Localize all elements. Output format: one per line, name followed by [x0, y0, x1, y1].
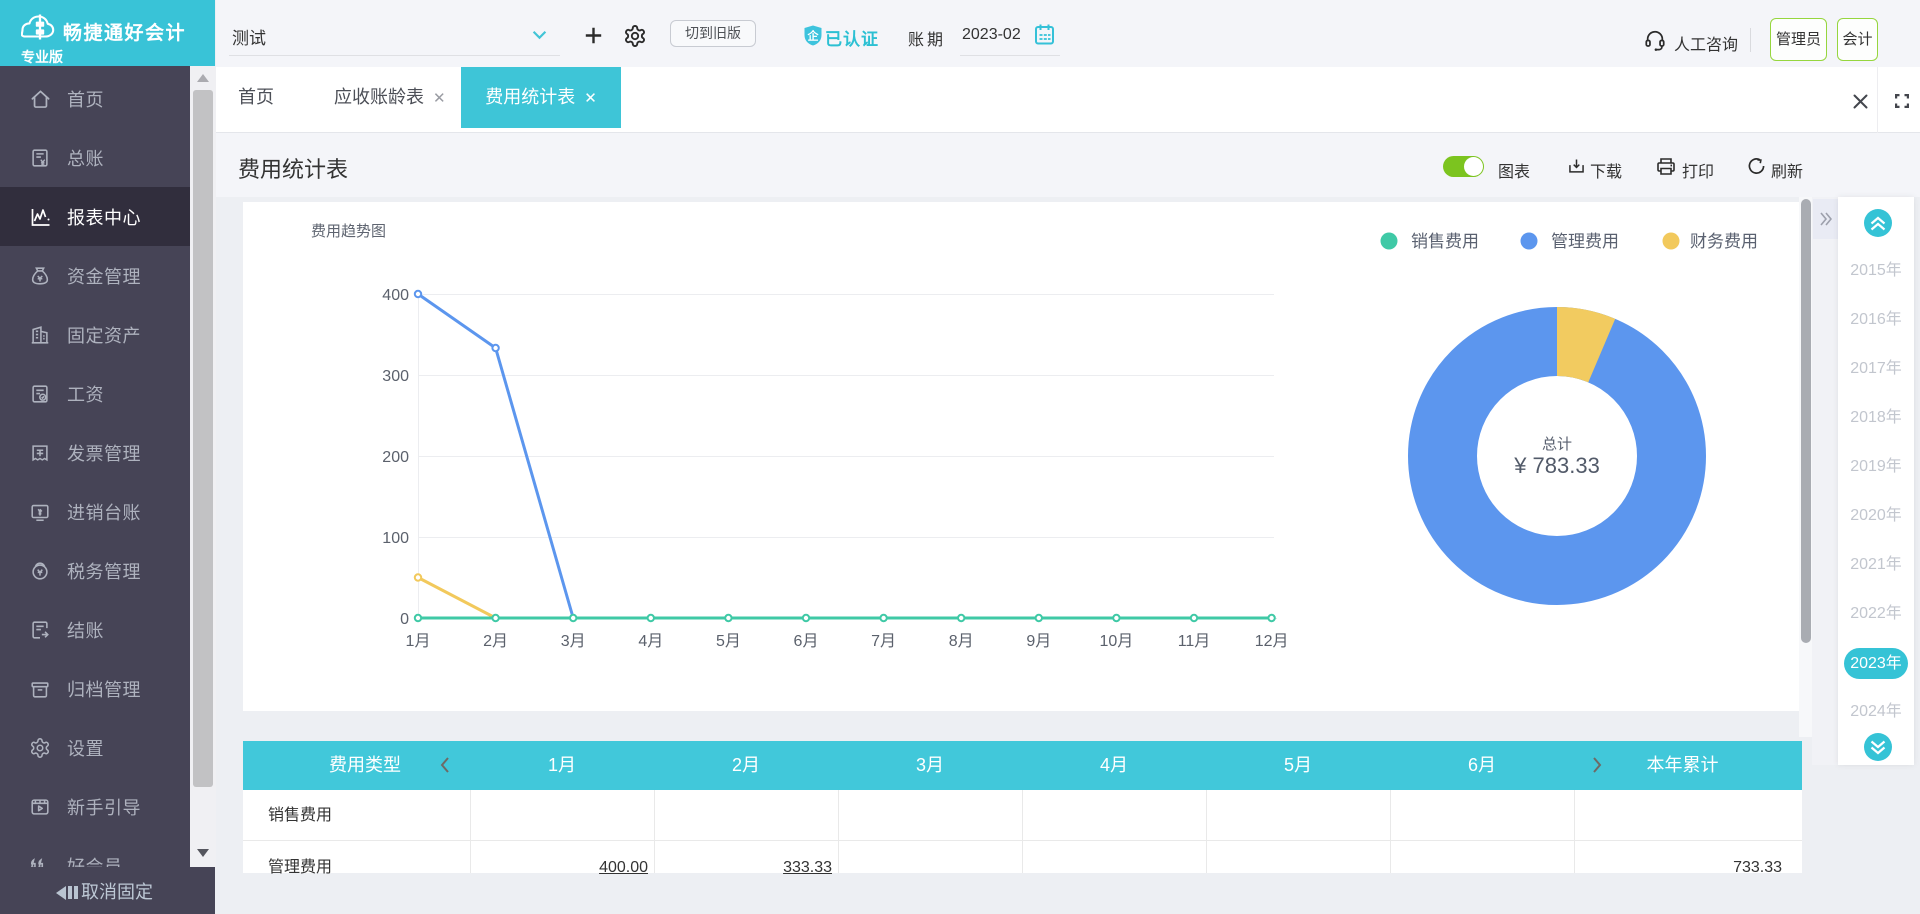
- svg-text:7月: 7月: [871, 633, 896, 650]
- svg-text:3月: 3月: [561, 633, 586, 650]
- svg-text:管理费用: 管理费用: [1551, 232, 1619, 251]
- svg-text:企: 企: [807, 29, 820, 43]
- svg-text:4月: 4月: [638, 633, 663, 650]
- svg-text:5月: 5月: [716, 633, 741, 650]
- svg-text:12月: 12月: [1255, 633, 1289, 650]
- svg-text:100: 100: [382, 530, 409, 547]
- svg-text:0: 0: [400, 611, 409, 628]
- svg-text:8月: 8月: [949, 633, 974, 650]
- svg-text:销售费用: 销售费用: [1411, 232, 1479, 251]
- svg-text:财务费用: 财务费用: [1690, 232, 1758, 251]
- svg-text:总计: 总计: [1542, 436, 1572, 453]
- svg-text:¥ 783.33: ¥ 783.33: [1513, 453, 1600, 478]
- svg-text:9月: 9月: [1026, 633, 1051, 650]
- svg-text:10月: 10月: [1099, 633, 1133, 650]
- svg-text:2月: 2月: [483, 633, 508, 650]
- svg-text:11月: 11月: [1178, 633, 1211, 650]
- svg-text:200: 200: [382, 449, 409, 466]
- svg-text:300: 300: [382, 368, 409, 385]
- svg-text:6月: 6月: [794, 633, 819, 650]
- svg-text:1月: 1月: [406, 633, 431, 650]
- svg-text:400: 400: [382, 287, 409, 304]
